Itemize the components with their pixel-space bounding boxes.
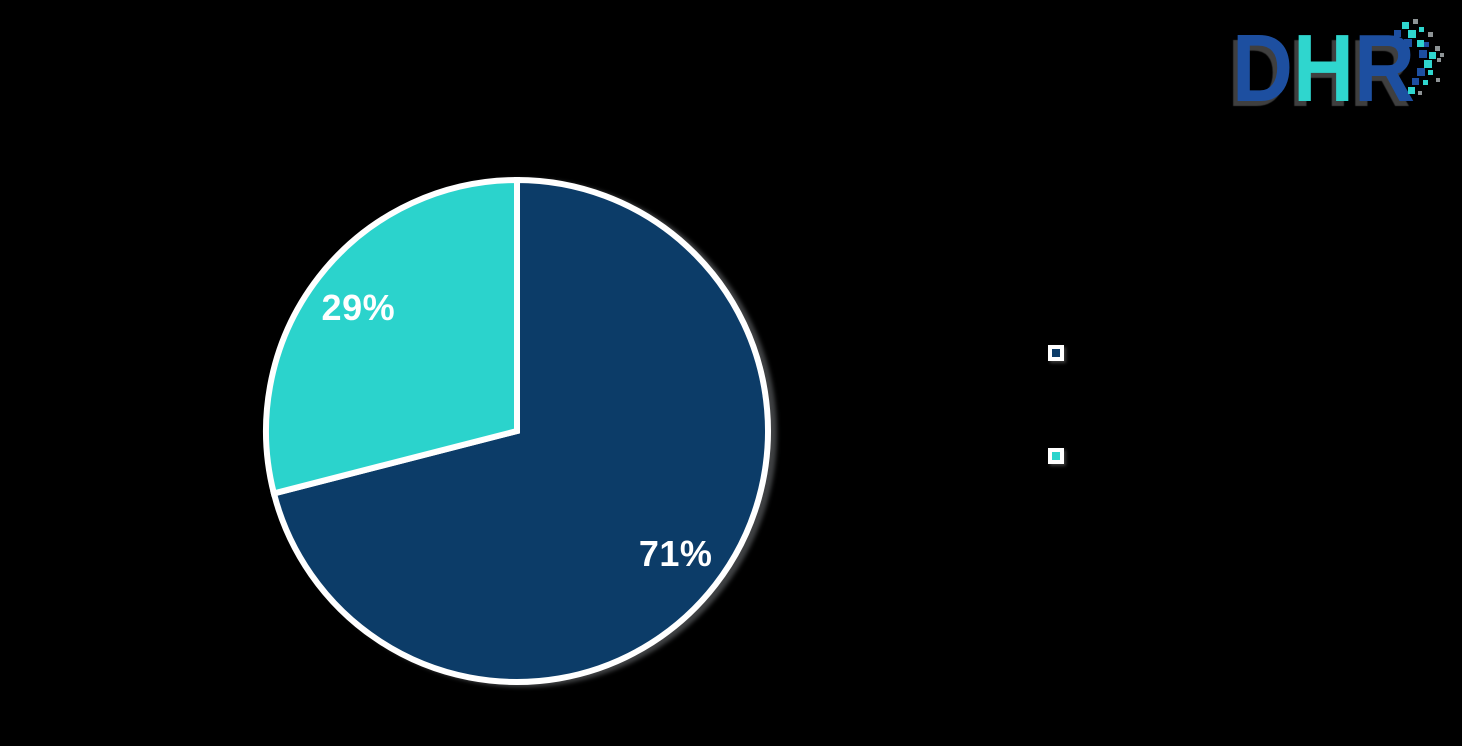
logo-sparkle-dot: [1417, 40, 1424, 47]
pie-slice-1: [263, 176, 520, 498]
dhr-logo: D H R: [1232, 21, 1415, 117]
logo-letter-h: H: [1292, 15, 1354, 122]
logo-sparkle-dot: [1428, 32, 1433, 37]
logo-sparkle-dot: [1436, 78, 1440, 82]
logo-sparkle-dot: [1419, 50, 1427, 58]
pie-svg: [263, 176, 772, 685]
logo-sparkle-dot: [1404, 39, 1412, 47]
logo-sparkle-dot: [1417, 68, 1425, 76]
logo-sparkle-dot: [1428, 70, 1433, 75]
logo-sparkle-dot: [1423, 80, 1428, 85]
logo-sparkle-dot: [1394, 30, 1401, 37]
logo-letter-d: D: [1231, 15, 1293, 122]
logo-sparkle-dot: [1408, 87, 1415, 94]
logo-sparkle-dot: [1412, 78, 1419, 85]
pie-chart: 71% 29%: [257, 171, 777, 691]
logo-sparkle-dot: [1424, 42, 1429, 47]
logo-sparkle-dot: [1402, 22, 1409, 29]
logo-sparkle-dot: [1418, 91, 1422, 95]
logo-letter-r: R: [1353, 15, 1415, 122]
pie-data-label-0: 71%: [638, 533, 713, 575]
legend-swatch-1: [1048, 448, 1064, 464]
logo-sparkle-dot: [1437, 58, 1441, 62]
legend-swatch-0: [1048, 345, 1064, 361]
logo-sparkle-dot: [1429, 52, 1436, 59]
logo-sparkle-dot: [1440, 53, 1444, 57]
logo-sparkle-dot: [1419, 27, 1424, 32]
logo-sparkle-dot: [1413, 19, 1418, 24]
pie-data-label-1: 29%: [321, 286, 396, 328]
logo-sparkle-dot: [1435, 46, 1440, 51]
logo-sparkle-dot: [1424, 60, 1432, 68]
pie-slice-0: [270, 176, 772, 685]
logo-sparkle-dot: [1408, 30, 1416, 38]
logo-sparkle-icon: [1390, 16, 1450, 100]
chart-legend: [1048, 345, 1072, 475]
